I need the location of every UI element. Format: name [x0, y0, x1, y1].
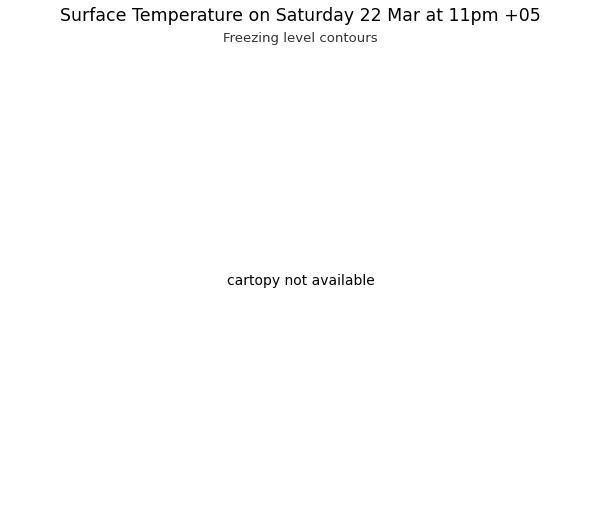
Text: Surface Temperature on Saturday 22 Mar at 11pm +05: Surface Temperature on Saturday 22 Mar a… — [60, 7, 541, 25]
Text: Freezing level contours: Freezing level contours — [223, 31, 378, 45]
Text: cartopy not available: cartopy not available — [227, 274, 374, 288]
